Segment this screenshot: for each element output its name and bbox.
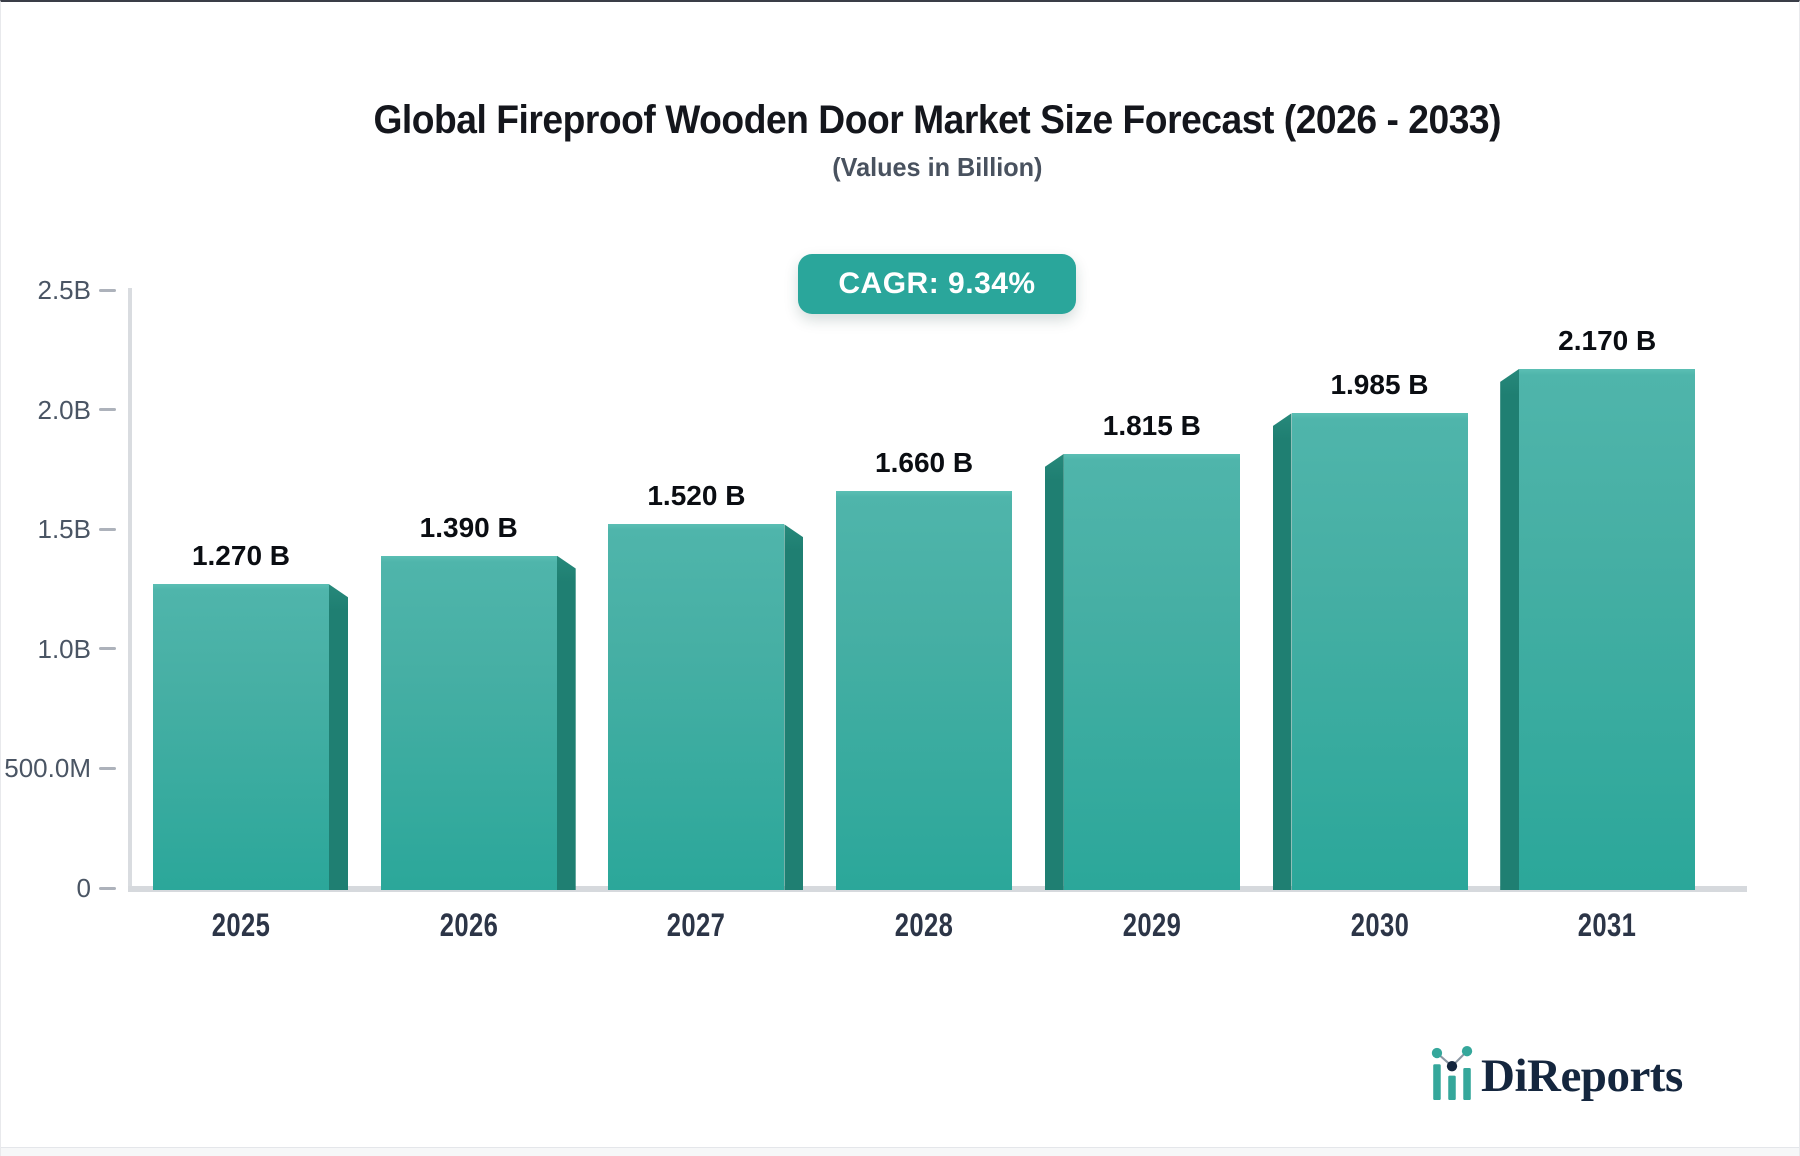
bar-value-label: 1.270 B xyxy=(191,540,291,572)
bar-2030 xyxy=(1291,413,1468,890)
bar-side-2031 xyxy=(1500,368,1520,890)
y-axis-tick xyxy=(99,408,116,412)
bar-2029 xyxy=(1063,453,1240,890)
y-axis-tick xyxy=(99,886,116,890)
x-axis-label: 2030 xyxy=(1350,907,1409,943)
x-axis-label: 2025 xyxy=(211,907,271,943)
bar-side-2030 xyxy=(1272,413,1292,890)
bar-side-2027 xyxy=(784,524,804,890)
x-axis-label: 2029 xyxy=(1122,907,1182,943)
bar-side-2029 xyxy=(1044,453,1064,890)
bar-side-2025 xyxy=(329,584,348,890)
direports-logo: DiReports xyxy=(1429,1038,1683,1100)
bar-value-label: 1.520 B xyxy=(647,480,746,512)
x-axis-label: 2031 xyxy=(1577,907,1637,943)
y-axis-tick xyxy=(99,647,116,651)
bar-value-label: 1.390 B xyxy=(419,511,518,543)
bar-value-label: 2.170 B xyxy=(1558,324,1657,356)
x-axis-label: 2028 xyxy=(894,907,954,943)
bar-2027 xyxy=(608,524,785,890)
bar-2028 xyxy=(836,490,1013,890)
bar-2026 xyxy=(380,555,557,890)
cagr-badge-row: CAGR: 9.34% xyxy=(75,254,1799,314)
y-axis-label: 1.0B xyxy=(37,633,92,664)
y-axis-label: 500.0M xyxy=(4,753,91,784)
direports-logo-text: DiReports xyxy=(1481,1050,1683,1102)
x-axis-label: 2027 xyxy=(667,907,726,943)
chart-subtitle: (Values in Billion) xyxy=(831,152,1043,182)
y-axis-label: 0 xyxy=(76,873,91,903)
y-axis-label: 2.0B xyxy=(37,394,92,425)
chart-subtitle-row: (Values in Billion) xyxy=(75,152,1799,183)
bar-2025 xyxy=(153,584,329,890)
y-axis-tick xyxy=(99,527,116,531)
x-axis-label: 2026 xyxy=(439,907,498,943)
chart-title: Global Fireproof Wooden Door Market Size… xyxy=(373,98,1501,142)
y-axis-tick xyxy=(99,766,116,770)
y-axis-label: 2.5B xyxy=(37,275,92,305)
direports-logo-icon xyxy=(1431,1045,1473,1100)
y-axis-label: 1.5B xyxy=(37,514,92,545)
y-axis-line xyxy=(128,288,132,888)
y-axis-tick xyxy=(99,288,116,292)
bar-value-label: 1.985 B xyxy=(1330,369,1429,401)
bar-2031 xyxy=(1519,368,1696,890)
bottom-strip xyxy=(1,1147,1799,1156)
cagr-badge: CAGR: 9.34% xyxy=(798,254,1076,314)
bar-value-label: 1.660 B xyxy=(875,446,974,478)
page-title: Global Fireproof Wooden Door Market Size… xyxy=(75,98,1799,143)
bar-side-2026 xyxy=(556,555,576,890)
bar-value-label: 1.815 B xyxy=(1102,409,1201,441)
